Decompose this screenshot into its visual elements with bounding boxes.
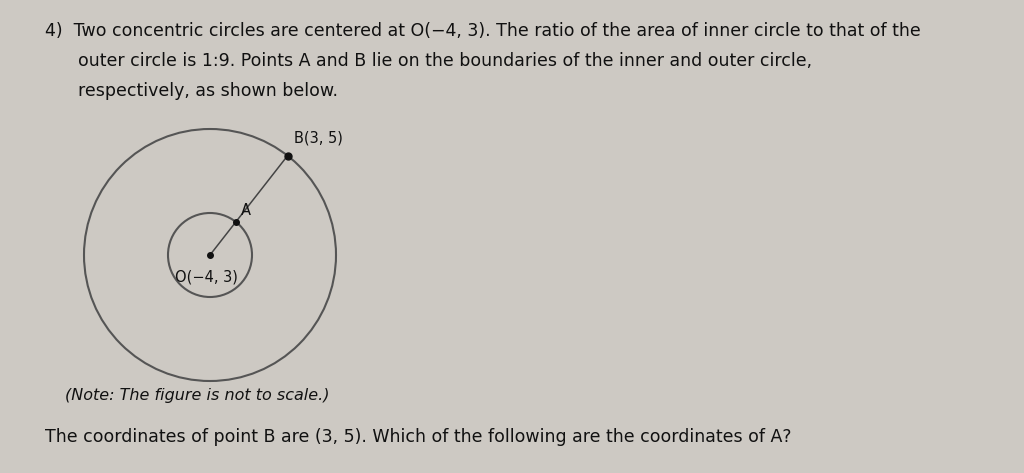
Text: outer circle is 1:9. Points A and B lie on the boundaries of the inner and outer: outer circle is 1:9. Points A and B lie … (45, 52, 812, 70)
Text: O(−4, 3): O(−4, 3) (174, 269, 238, 284)
Text: respectively, as shown below.: respectively, as shown below. (45, 82, 338, 100)
Text: The coordinates of point B are (3, 5). Which of the following are the coordinate: The coordinates of point B are (3, 5). W… (45, 428, 792, 446)
Text: (Note: The figure is not to scale.): (Note: The figure is not to scale.) (65, 388, 330, 403)
Text: B(3, 5): B(3, 5) (294, 131, 342, 146)
Text: 4)  Two concentric circles are centered at O(−4, 3). The ratio of the area of in: 4) Two concentric circles are centered a… (45, 22, 921, 40)
Text: A: A (241, 203, 251, 218)
